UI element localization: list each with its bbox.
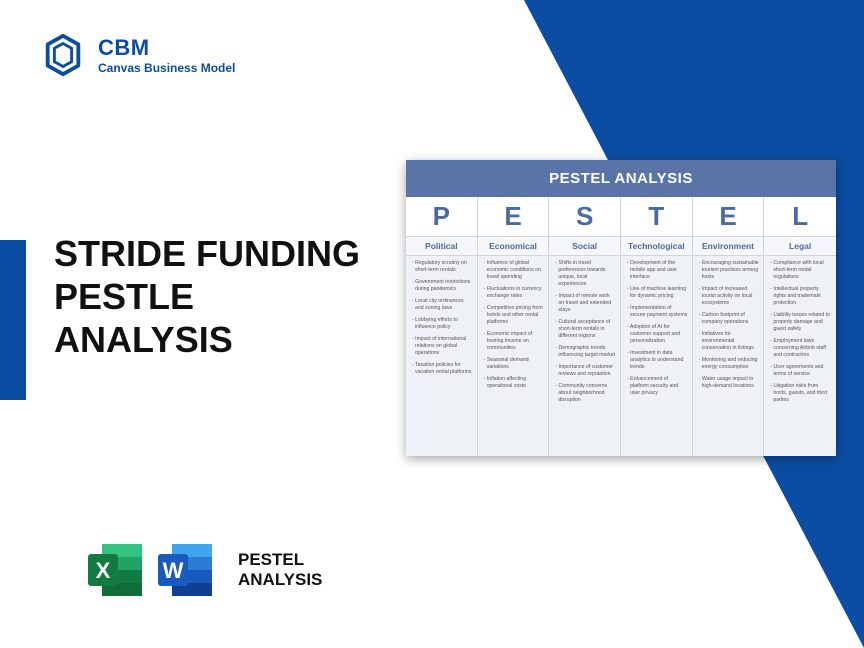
pestel-column: PPolitical Regulatory scrutiny on short-t…	[406, 197, 478, 456]
footer-label-line-1: PESTEL	[238, 550, 322, 570]
pestel-item: Seasonal demand variations	[484, 357, 545, 371]
pestel-item: Use of machine learning for dynamic pric…	[627, 286, 688, 300]
pestel-item: Inflation affecting operational costs	[484, 376, 545, 390]
pestel-category: Social	[549, 237, 620, 256]
pestel-item: Influence of global economic conditions …	[484, 260, 545, 281]
pestel-column: EEconomical Influence of global economic …	[478, 197, 550, 456]
pestel-category: Technological	[621, 237, 692, 256]
pestel-category: Economical	[478, 237, 549, 256]
pestel-item: Enhancement of platform security and use…	[627, 376, 688, 397]
pestel-grid: PPolitical Regulatory scrutiny on short-t…	[406, 197, 836, 456]
pestel-infographic: PESTEL ANALYSIS PPolitical Regulatory scr…	[406, 160, 836, 456]
pestel-letter: E	[478, 197, 549, 237]
pestel-item: Local city ordinances and zoning laws	[412, 298, 473, 312]
pestel-column: SSocial Shifts in travel preferences towa…	[549, 197, 621, 456]
logo-icon	[40, 32, 86, 78]
pestel-item: Encouraging sustainable tourism practice…	[699, 260, 760, 281]
pestel-column: EEnvironment Encouraging sustainable tour…	[693, 197, 765, 456]
pestel-item: Monitoring and reducing energy consumpti…	[699, 357, 760, 371]
pestel-items: Shifts in travel preferences towards uni…	[549, 256, 620, 456]
pestel-item: User agreements and terms of service	[770, 364, 832, 378]
svg-text:W: W	[163, 558, 184, 583]
pestel-letter: S	[549, 197, 620, 237]
pestel-item: Economic impact of hosting income on com…	[484, 331, 545, 352]
pestel-item: Impact of increased tourist activity on …	[699, 286, 760, 307]
pestel-item: Taxation policies for vacation rental pl…	[412, 362, 473, 376]
title-line-1: STRIDE FUNDING	[54, 232, 360, 275]
footer-icons: X W PESTEL ANALYSIS	[84, 538, 322, 602]
pestel-items: Encouraging sustainable tourism practice…	[693, 256, 764, 456]
pestel-category: Legal	[764, 237, 836, 256]
pestel-items: Influence of global economic conditions …	[478, 256, 549, 456]
title-line-3: ANALYSIS	[54, 318, 360, 361]
pestel-item: Litigation risks from hosts, guests, and…	[770, 383, 832, 404]
pestel-column: LLegal Compliance with local short-term r…	[764, 197, 836, 456]
pestel-item: Government restrictions during pandemics	[412, 279, 473, 293]
pestel-item: Investment in data analytics to understa…	[627, 350, 688, 371]
infographic-header: PESTEL ANALYSIS	[406, 160, 836, 197]
pestel-item: Initiatives for environmental conservati…	[699, 331, 760, 352]
pestel-item: Regulatory scrutiny on short-term rental…	[412, 260, 473, 274]
brand-name: CBM	[98, 35, 235, 61]
brand-logo: CBM Canvas Business Model	[40, 32, 235, 78]
pestel-items: Development of the mobile app and user i…	[621, 256, 692, 456]
pestel-item: Competitive pricing from hotels and othe…	[484, 305, 545, 326]
pestel-category: Political	[406, 237, 477, 256]
title-line-2: PESTLE	[54, 275, 360, 318]
svg-text:X: X	[96, 558, 111, 583]
pestel-item: Adoption of AI for customer support and …	[627, 324, 688, 345]
pestel-items: Compliance with local short-term rental …	[764, 256, 836, 456]
pestel-item: Fluctuations in currency exchange rates	[484, 286, 545, 300]
pestel-letter: T	[621, 197, 692, 237]
word-icon: W	[154, 538, 218, 602]
pestel-item: Compliance with local short-term rental …	[770, 260, 832, 281]
page-title: STRIDE FUNDING PESTLE ANALYSIS	[54, 232, 360, 362]
pestel-items: Regulatory scrutiny on short-term rental…	[406, 256, 477, 456]
pestel-item: Water usage impact in high-demand locati…	[699, 376, 760, 390]
accent-bar	[0, 240, 26, 400]
pestel-item: Demographic trends influencing target ma…	[555, 345, 616, 359]
pestel-item: Implementation of secure payment systems	[627, 305, 688, 319]
pestel-item: Intellectual property rights and tradema…	[770, 286, 832, 307]
pestel-item: Importance of customer reviews and reput…	[555, 364, 616, 378]
pestel-item: Impact of remote work on travel and exte…	[555, 293, 616, 314]
pestel-letter: L	[764, 197, 836, 237]
pestel-item: Impact of international relations on glo…	[412, 336, 473, 357]
pestel-item: Community concerns about neighborhood di…	[555, 383, 616, 404]
excel-icon: X	[84, 538, 148, 602]
pestel-item: Employment laws concerning Airbnb staff …	[770, 338, 832, 359]
pestel-item: Liability issues related to property dam…	[770, 312, 832, 333]
pestel-item: Lobbying efforts to influence policy	[412, 317, 473, 331]
footer-label-line-2: ANALYSIS	[238, 570, 322, 590]
footer-label: PESTEL ANALYSIS	[238, 550, 322, 589]
pestel-column: TTechnological Development of the mobile …	[621, 197, 693, 456]
pestel-letter: P	[406, 197, 477, 237]
pestel-item: Shifts in travel preferences towards uni…	[555, 260, 616, 288]
brand-tagline: Canvas Business Model	[98, 61, 235, 75]
pestel-item: Development of the mobile app and user i…	[627, 260, 688, 281]
pestel-category: Environment	[693, 237, 764, 256]
pestel-item: Carbon footprint of company operations	[699, 312, 760, 326]
pestel-item: Cultural acceptance of short-term rental…	[555, 319, 616, 340]
pestel-letter: E	[693, 197, 764, 237]
